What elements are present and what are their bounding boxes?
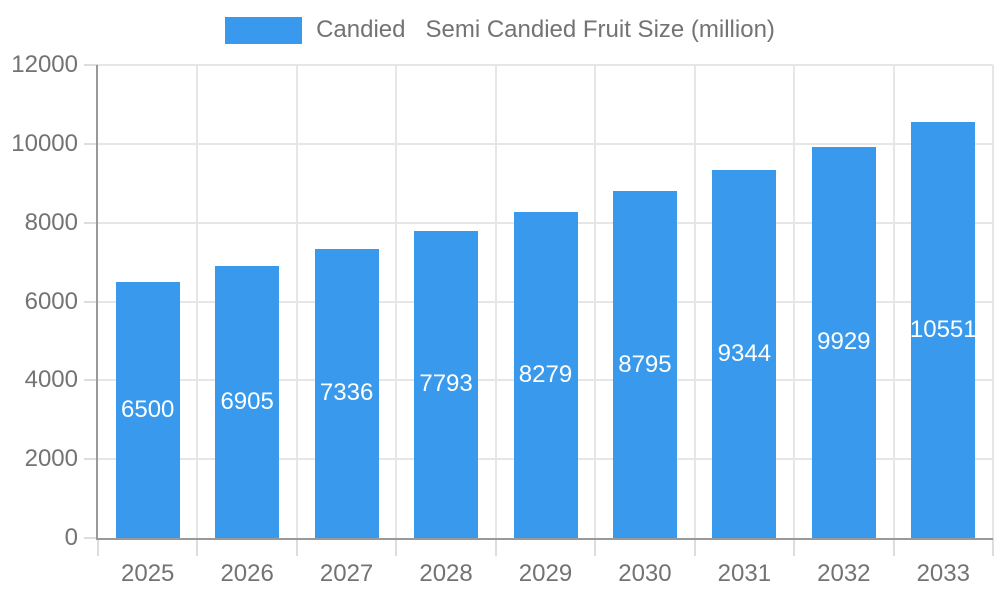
y-tick-label: 0 xyxy=(64,524,78,551)
x-axis-tick xyxy=(892,538,895,556)
bar[interactable]: 10551 xyxy=(909,122,977,538)
bar[interactable]: 9344 xyxy=(712,169,777,538)
v-gridline xyxy=(196,65,199,538)
bar[interactable]: 8279 xyxy=(513,211,578,538)
y-axis-tick xyxy=(84,379,98,382)
h-gridline xyxy=(98,64,993,66)
x-tick-label: 2029 xyxy=(518,560,573,587)
y-axis-tick xyxy=(84,64,98,66)
y-axis-tick xyxy=(84,458,98,461)
bar-value-label: 8279 xyxy=(518,360,573,388)
v-gridline xyxy=(395,65,398,538)
v-gridline xyxy=(693,65,696,538)
v-gridline xyxy=(793,65,796,538)
x-tick-label: 2030 xyxy=(618,560,672,587)
h-gridline xyxy=(98,142,993,145)
bar-value-label: 10551 xyxy=(909,316,977,344)
x-axis-tick xyxy=(97,538,99,556)
x-axis-tick xyxy=(992,538,994,556)
x-tick-label: 2032 xyxy=(817,560,871,587)
bar[interactable]: 7793 xyxy=(414,230,479,538)
x-axis-tick xyxy=(295,538,298,556)
y-axis-tick xyxy=(84,300,98,303)
v-gridline xyxy=(295,65,298,538)
x-tick-label: 2031 xyxy=(717,560,772,587)
x-axis-tick xyxy=(196,538,199,556)
x-axis-tick xyxy=(793,538,796,556)
x-axis-tick xyxy=(693,538,696,556)
v-gridline xyxy=(992,65,994,538)
x-tick-label: 2033 xyxy=(916,560,970,587)
bar[interactable]: 6905 xyxy=(215,265,280,538)
legend-label[interactable]: Candied Semi Candied Fruit Size (million… xyxy=(316,16,775,43)
y-axis-tick xyxy=(84,142,98,145)
x-axis-line xyxy=(96,538,993,540)
y-tick-label: 6000 xyxy=(24,287,78,315)
bar[interactable]: 7336 xyxy=(314,248,379,538)
y-axis-tick xyxy=(84,537,98,539)
x-tick-label: 2028 xyxy=(419,560,473,587)
y-tick-label: 8000 xyxy=(24,208,78,236)
legend-swatch[interactable] xyxy=(225,16,303,44)
bar-value-label: 6905 xyxy=(220,387,274,415)
y-tick-label: 12000 xyxy=(11,51,78,78)
bar-value-label: 6500 xyxy=(121,395,175,423)
y-axis-line xyxy=(96,65,98,538)
y-tick-label: 4000 xyxy=(24,366,78,394)
x-axis-tick xyxy=(594,538,597,556)
bar[interactable]: 6500 xyxy=(115,281,180,538)
bar-value-label: 7336 xyxy=(319,379,374,407)
v-gridline xyxy=(594,65,597,538)
legend: Candied Semi Candied Fruit Size (million… xyxy=(0,13,1000,47)
x-axis-tick xyxy=(494,538,497,556)
x-tick-label: 2026 xyxy=(220,560,274,587)
y-tick-label: 2000 xyxy=(24,445,78,473)
x-axis-tick xyxy=(395,538,398,556)
bar-value-label: 8795 xyxy=(618,350,672,378)
v-gridline xyxy=(892,65,895,538)
bar-value-label: 9929 xyxy=(817,328,871,356)
v-gridline xyxy=(494,65,497,538)
x-tick-label: 2027 xyxy=(319,560,374,587)
x-tick-label: 2025 xyxy=(121,560,175,587)
bar[interactable]: 8795 xyxy=(612,191,677,538)
bar[interactable]: 9929 xyxy=(811,146,876,538)
y-axis-tick xyxy=(84,221,98,224)
bar-value-label: 7793 xyxy=(419,370,473,398)
y-tick-label: 10000 xyxy=(11,129,78,157)
bar-value-label: 9344 xyxy=(717,339,772,367)
